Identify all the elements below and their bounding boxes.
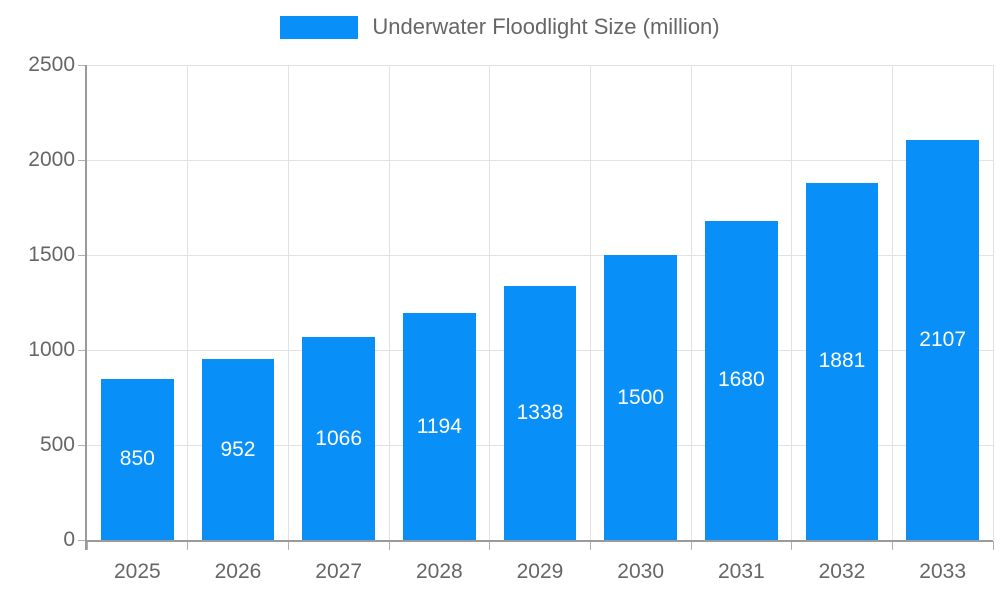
x-axis-label: 2030 [617,560,665,583]
x-axis-label: 2026 [214,560,262,583]
y-tick-mark [78,444,87,446]
bar-value-label: 1680 [717,368,765,392]
v-gridline [891,65,893,540]
x-tick-mark [690,541,692,550]
bar-value-label: 1194 [416,414,462,438]
v-gridline [791,65,793,540]
bar-value-label: 1066 [315,426,363,450]
legend-swatch [280,15,359,39]
x-tick-mark [388,541,390,550]
h-gridline [87,159,993,161]
x-tick-mark [791,541,793,550]
y-axis-label: 1500 [28,243,75,266]
y-axis-line [85,65,87,550]
bar-value-label: 952 [220,437,256,461]
bar[interactable]: 850 [101,378,174,540]
y-axis-label: 2500 [28,53,75,76]
x-tick-mark [992,541,994,550]
v-gridline [992,65,994,540]
y-tick-mark [78,349,87,351]
bar-value-label: 1881 [818,349,866,373]
bar-value-label: 1500 [617,385,665,409]
v-gridline [388,65,390,540]
h-gridline [87,64,993,66]
x-tick-mark [187,541,189,550]
y-tick-mark [78,159,87,161]
x-tick-mark [86,541,88,550]
x-axis-label: 2029 [516,560,564,583]
v-gridline [589,65,591,540]
x-tick-mark [489,541,491,550]
legend-label: Underwater Floodlight Size (million) [372,14,720,39]
bar-value-label: 2107 [919,327,967,351]
bar-value-label: 850 [119,447,155,471]
bar[interactable]: 1680 [705,220,778,540]
y-axis-label: 500 [39,433,75,456]
bar[interactable]: 952 [201,359,275,540]
v-gridline [489,65,491,540]
x-axis-label: 2033 [919,560,967,583]
bar[interactable]: 2107 [906,139,979,540]
y-tick-mark [78,254,87,256]
x-axis-label: 2031 [717,560,765,583]
bar[interactable]: 1881 [805,182,879,540]
chart-legend[interactable]: Underwater Floodlight Size (million) [0,14,1000,40]
y-axis-label: 2000 [28,148,75,171]
v-gridline [187,65,189,540]
x-tick-mark [287,541,289,550]
v-gridline [690,65,692,540]
x-axis-label: 2028 [415,560,463,583]
bar[interactable]: 1500 [604,255,677,540]
v-gridline [287,65,289,540]
y-tick-mark [78,64,87,66]
bar-value-label: 1338 [516,400,564,424]
bar[interactable]: 1338 [503,285,577,540]
y-axis-label: 1000 [28,338,75,361]
x-tick-mark [891,541,893,550]
x-axis-label: 2032 [818,560,866,583]
x-axis-label: 2027 [315,560,363,583]
x-axis-label: 2025 [113,560,161,583]
y-axis-label: 0 [63,528,75,551]
bar[interactable]: 1066 [302,337,375,540]
y-tick-mark [78,539,87,541]
x-axis-line [87,540,993,542]
h-gridline [87,254,993,256]
x-tick-mark [589,541,591,550]
bar[interactable]: 1194 [403,313,476,540]
